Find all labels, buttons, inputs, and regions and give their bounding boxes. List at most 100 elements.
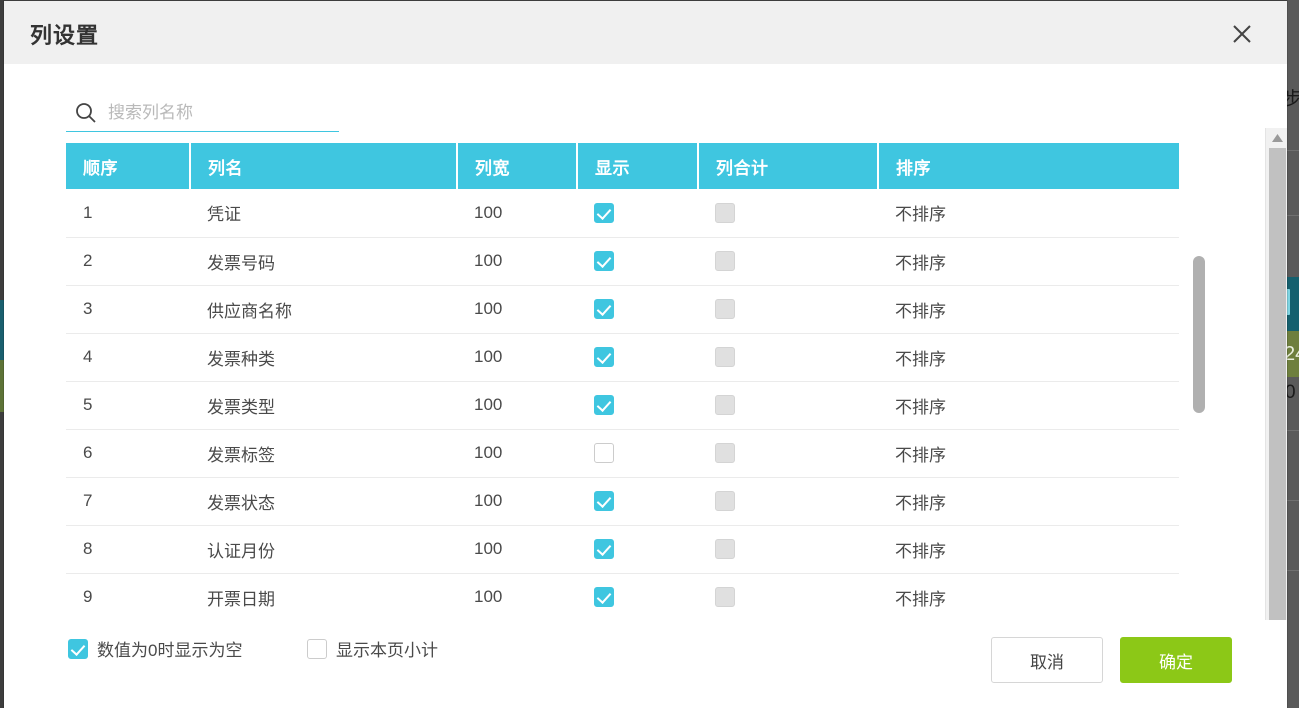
cell-show [577,189,698,238]
dialog-header: 列设置 [4,0,1287,64]
backdrop-glyph: 步 [1283,89,1299,110]
close-icon[interactable] [1227,19,1257,49]
cell-total [698,477,878,526]
cell-width: 100 [457,285,577,334]
show-checkbox[interactable] [594,443,614,464]
cell-sort[interactable]: 不排序 [878,477,1179,526]
cell-sort[interactable]: 不排序 [878,285,1179,334]
table-row[interactable]: 5 发票类型 100 不排序 [66,381,1179,430]
backdrop-divider [1283,150,1299,151]
column-total-checkbox [715,587,735,608]
backdrop-divider [1283,570,1299,571]
column-total-checkbox [715,395,735,416]
cell-name: 凭证 [190,189,457,238]
cell-width: 100 [457,333,577,382]
show-checkbox[interactable] [594,395,614,416]
search-icon [74,101,98,130]
table-row[interactable]: 6 发票标签 100 不排序 [66,429,1179,478]
cell-name: 发票类型 [190,381,457,430]
backdrop-right-strip: 步 24 0 [1283,0,1299,708]
cell-sort[interactable]: 不排序 [878,525,1179,574]
backdrop-olive-panel: 24 [1283,331,1299,377]
cell-sort[interactable]: 不排序 [878,237,1179,286]
show-checkbox[interactable] [594,251,614,272]
page-title: 列设置 [30,23,100,48]
dialog-footer: 数值为0时显示为空 显示本页小计 取消 确定 [4,620,1287,708]
show-checkbox[interactable] [594,203,614,223]
column-header-width[interactable]: 列宽 [457,143,578,189]
search-field-wrapper [66,96,339,132]
cell-order: 1 [66,189,190,238]
dialog-scrollbar[interactable] [1265,128,1287,708]
cell-width: 100 [457,429,577,478]
show-checkbox[interactable] [594,299,614,320]
column-total-checkbox [715,491,735,512]
cell-total [698,525,878,574]
cell-order: 4 [66,333,190,382]
cell-total [698,333,878,382]
cell-show [577,285,698,334]
column-total-checkbox [715,251,735,272]
cell-width: 100 [457,573,577,622]
scroll-up-arrow-icon[interactable] [1266,128,1287,148]
search-input[interactable] [108,96,336,130]
zero-as-blank-checkbox-box[interactable] [68,638,88,659]
page-subtotal-checkbox[interactable]: 显示本页小计 [307,636,438,661]
table-row[interactable]: 9 开票日期 100 不排序 [66,573,1179,622]
cell-order: 3 [66,285,190,334]
cell-width: 100 [457,381,577,430]
cell-total [698,573,878,622]
cell-total [698,189,878,238]
cell-show [577,429,698,478]
page-subtotal-checkbox-box[interactable] [307,638,327,659]
column-total-checkbox [715,539,735,560]
cell-width: 100 [457,525,577,574]
show-checkbox[interactable] [594,347,614,368]
backdrop-teal-panel [1283,277,1299,331]
cell-sort[interactable]: 不排序 [878,429,1179,478]
backdrop-divider [1283,430,1299,431]
table-head: 顺序 列名 列宽 显示 列合计 排序 [66,143,1179,189]
cell-show [577,477,698,526]
cell-name: 认证月份 [190,525,457,574]
cell-show [577,573,698,622]
table-row[interactable]: 2 发票号码 100 不排序 [66,237,1179,286]
column-header-total[interactable]: 列合计 [698,143,879,189]
cell-width: 100 [457,189,577,238]
cell-total [698,237,878,286]
table-row[interactable]: 8 认证月份 100 不排序 [66,525,1179,574]
cell-order: 6 [66,429,190,478]
page-subtotal-label: 显示本页小计 [336,641,438,660]
cell-sort[interactable]: 不排序 [878,333,1179,382]
show-checkbox[interactable] [594,539,614,560]
column-settings-dialog: 列设置 顺序 列名 [4,0,1287,708]
column-total-checkbox [715,347,735,368]
cell-sort[interactable]: 不排序 [878,381,1179,430]
table-row[interactable]: 3 供应商名称 100 不排序 [66,285,1179,334]
dialog-scrollbar-thumb[interactable] [1269,148,1286,669]
confirm-button[interactable]: 确定 [1120,637,1232,683]
zero-as-blank-label: 数值为0时显示为空 [97,641,243,660]
column-header-show[interactable]: 显示 [577,143,699,189]
cell-order: 7 [66,477,190,526]
cell-name: 供应商名称 [190,285,457,334]
column-header-order[interactable]: 顺序 [66,143,191,189]
cell-sort[interactable]: 不排序 [878,189,1179,238]
column-header-sort[interactable]: 排序 [878,143,1179,189]
table-row[interactable]: 4 发票种类 100 不排序 [66,333,1179,382]
cell-show [577,333,698,382]
cell-total [698,429,878,478]
backdrop-divider [1283,500,1299,501]
list-scrollbar-thumb[interactable] [1193,256,1205,413]
zero-as-blank-checkbox[interactable]: 数值为0时显示为空 [68,636,242,661]
cell-sort[interactable]: 不排序 [878,573,1179,622]
cell-name: 发票种类 [190,333,457,382]
table-row[interactable]: 7 发票状态 100 不排序 [66,477,1179,526]
column-header-name[interactable]: 列名 [190,143,458,189]
show-checkbox[interactable] [594,491,614,512]
show-checkbox[interactable] [594,587,614,608]
table-row[interactable]: 1 凭证 100 不排序 [66,189,1179,238]
backdrop-divider [1283,215,1299,216]
cancel-button[interactable]: 取消 [991,637,1103,683]
cell-width: 100 [457,477,577,526]
